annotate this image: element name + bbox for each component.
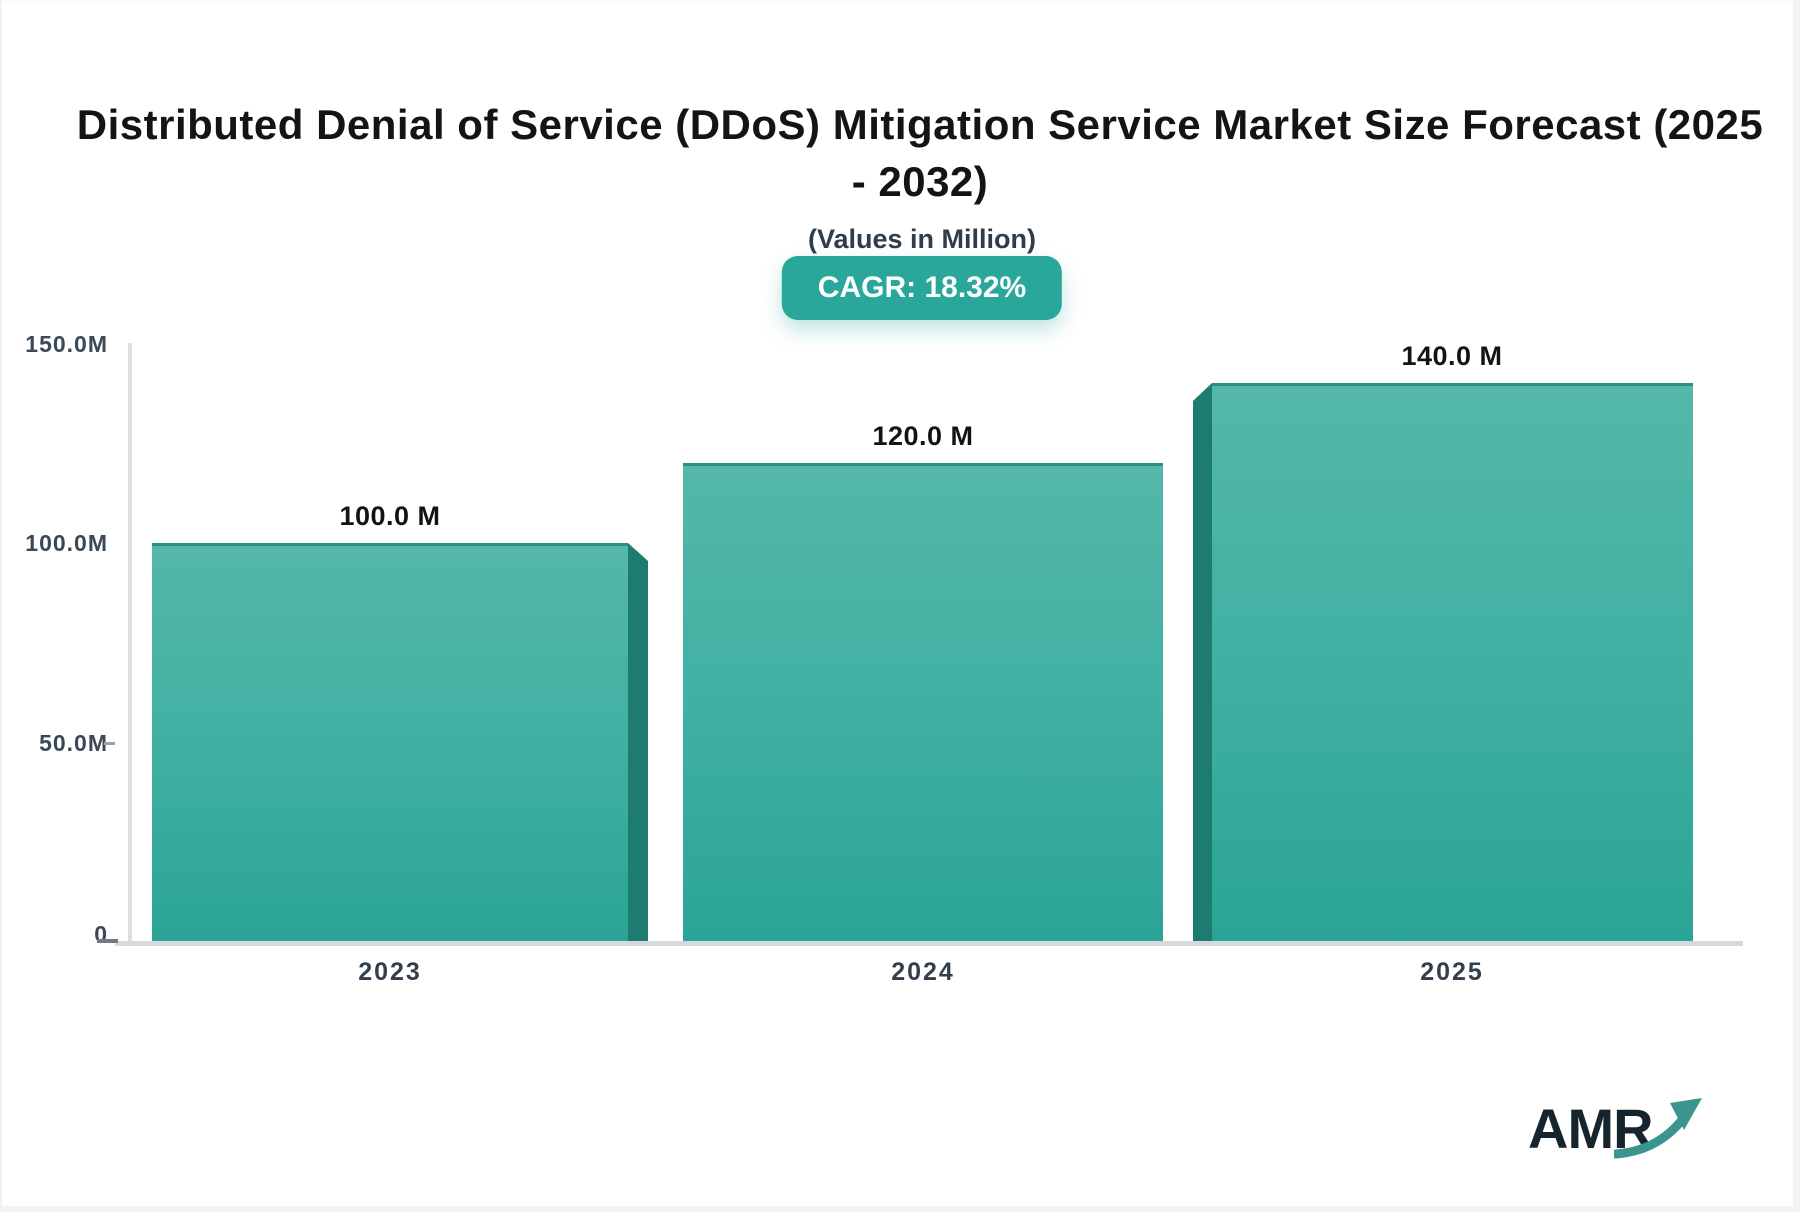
bar-2025 (1212, 383, 1693, 943)
chart-title: Distributed Denial of Service (DDoS) Mit… (40, 96, 1800, 210)
bar-2024 (683, 463, 1163, 943)
page-edge-top (0, 0, 1800, 3)
bar-2025-side (1193, 383, 1212, 943)
page-edge-bottom (0, 1206, 1800, 1212)
y-tick-label-150: 150.0M (25, 331, 108, 357)
y-tick-mark-50 (104, 742, 115, 745)
x-tick-label-2025: 2025 (1420, 958, 1484, 986)
y-tick-label-100: 100.0M (25, 530, 108, 556)
y-tick-label-0: 0 (94, 921, 108, 947)
bar-2023-side (628, 543, 648, 943)
bar-2023 (152, 543, 628, 943)
bar-2025-value-label: 140.0 M (1401, 341, 1503, 371)
page-edge-right (1793, 0, 1800, 1212)
y-tick-label-50: 50.0M (39, 730, 108, 756)
page-edge-left (0, 0, 2, 1212)
bar-2024-value-label: 120.0 M (872, 421, 974, 451)
cagr-badge: CAGR: 18.32% (781, 256, 1063, 320)
x-tick-label-2024: 2024 (891, 958, 955, 986)
logo-arrow-icon (1614, 1098, 1702, 1159)
y-axis-line (128, 343, 132, 946)
chart-subtitle: (Values in Million) (807, 224, 1037, 254)
x-tick-label-2023: 2023 (358, 958, 422, 986)
chart-title-line1: Distributed Denial of Service (DDoS) Mit… (76, 101, 1764, 148)
amr-logo: AMR (1528, 1096, 1718, 1176)
bar-2023-value-label: 100.0 M (339, 501, 441, 531)
chart-title-line2: - 2032) (851, 158, 989, 205)
y-tick-mark-0 (97, 939, 118, 943)
x-axis-line (115, 941, 1743, 946)
